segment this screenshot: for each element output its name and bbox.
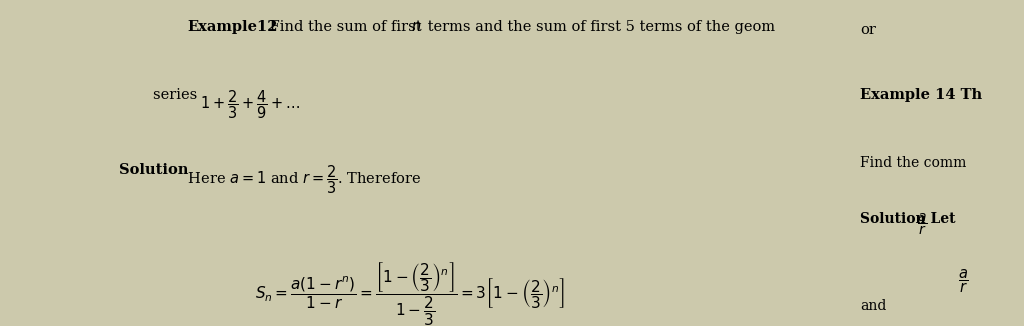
Text: $\dfrac{a}{r}$: $\dfrac{a}{r}$ (860, 212, 928, 237)
Text: $\dfrac{a}{r}$: $\dfrac{a}{r}$ (957, 267, 969, 295)
Text: Solution Let: Solution Let (860, 212, 961, 226)
Text: Here $a=1$ and $r=\dfrac{2}{3}$. Therefore: Here $a=1$ and $r=\dfrac{2}{3}$. Therefo… (182, 163, 421, 196)
Text: Find the sum of first: Find the sum of first (265, 20, 426, 34)
Text: Example12: Example12 (187, 20, 278, 34)
Text: $n$: $n$ (412, 20, 422, 34)
Text: Find the comm: Find the comm (860, 156, 967, 170)
Text: $1+\dfrac{2}{3}+\dfrac{4}{9}+\ldots$: $1+\dfrac{2}{3}+\dfrac{4}{9}+\ldots$ (200, 88, 300, 121)
Text: and: and (860, 299, 887, 313)
Text: Solution: Solution (119, 163, 188, 177)
Text: Example 14 Th: Example 14 Th (860, 88, 982, 102)
Text: $S_n = \dfrac{a(1-r^n)}{1-r} = \dfrac{\left[1-\left(\dfrac{2}{3}\right)^n\right]: $S_n = \dfrac{a(1-r^n)}{1-r} = \dfrac{\l… (255, 261, 565, 326)
Text: series: series (153, 88, 202, 102)
Text: or: or (860, 23, 877, 37)
Text: terms and the sum of first 5 terms of the geom: terms and the sum of first 5 terms of th… (423, 20, 775, 34)
